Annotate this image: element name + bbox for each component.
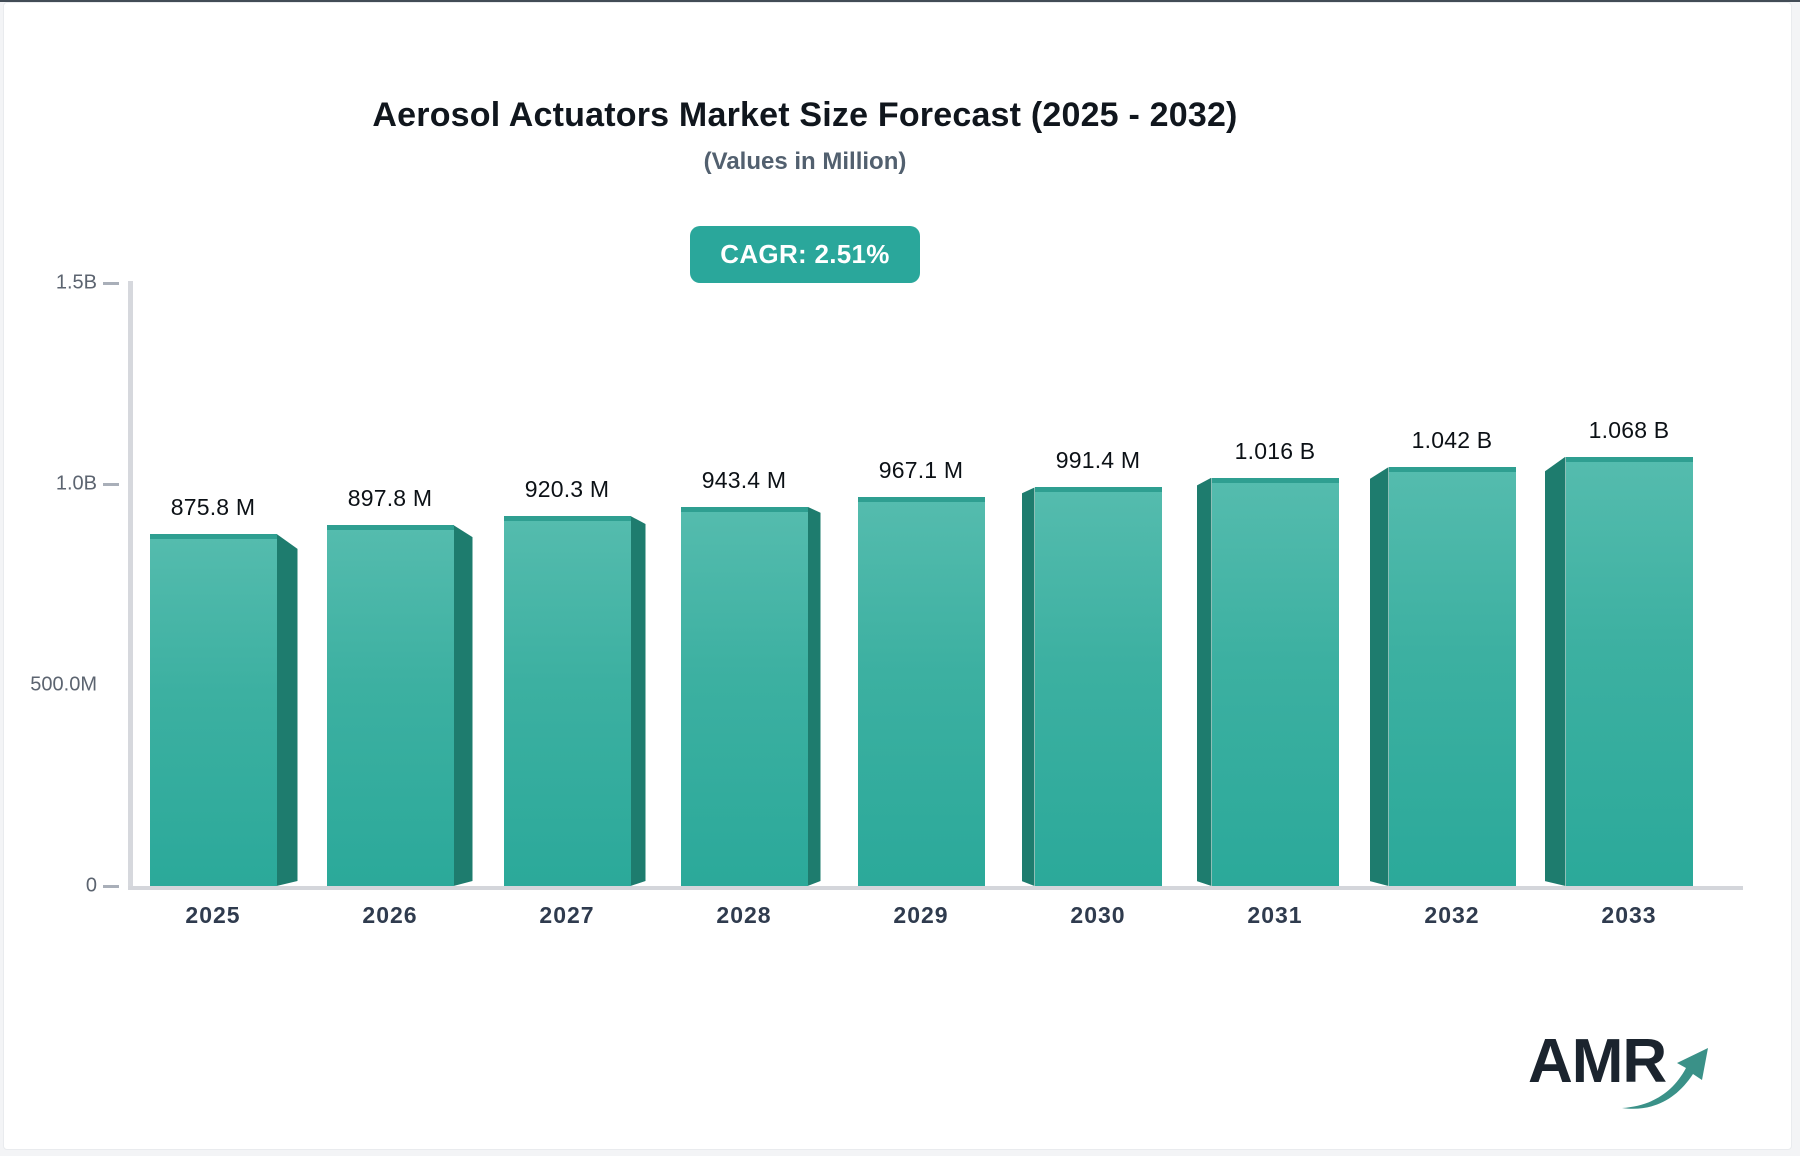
bar-value-label: 1.042 B [1411,427,1493,454]
amr-logo: AMR [1528,1027,1718,1109]
bar-value-label: 897.8 M [347,485,433,512]
bar-top-edge [1565,456,1693,462]
bar-2026 [326,525,454,886]
bar-2030 [1034,487,1162,886]
y-tick-label: 0 [85,874,97,897]
y-tick-label: 1.5B [55,271,97,294]
y-tick-mark [103,482,119,486]
bar-side-face [1022,487,1035,886]
bar-side-face [1197,478,1212,886]
bar-top-edge [149,533,277,539]
bar-top-edge [857,497,985,503]
bar-2031 [1211,477,1339,886]
x-axis-label-2028: 2028 [716,902,772,928]
bar-side-face [808,507,821,886]
x-axis-label-2025: 2025 [185,902,241,928]
bar-value-label: 920.3 M [524,476,610,503]
bar-side-face [1370,467,1389,886]
bar-2027 [503,516,631,886]
bar-value-label: 1.068 B [1588,416,1670,443]
chart-title: Aerosol Actuators Market Size Forecast (… [372,96,1238,134]
bar-2028 [680,506,808,886]
bar-top-edge [1388,467,1516,473]
y-tick-label: 500.0M [30,673,97,696]
bar-side-face [277,534,298,886]
bar-side-face [631,516,646,886]
bar-value-label: 1.016 B [1234,437,1316,464]
bar-value-label: 875.8 M [170,493,256,520]
y-tick-mark [103,884,119,888]
window-top-edge [0,0,1800,2]
cagr-badge-row: CAGR: 2.51% [0,226,1610,283]
x-axis-label-2032: 2032 [1424,902,1480,928]
bar-top-edge [1034,487,1162,493]
x-axis-label-2026: 2026 [362,902,418,928]
bar-top-edge [326,525,454,531]
y-axis-line [128,281,133,890]
y-tick-label: 1.0B [55,472,97,495]
bar-side-face [1545,457,1566,886]
bar-top-edge [680,506,808,512]
x-axis-line [128,886,1743,890]
x-axis-label-2029: 2029 [893,902,949,928]
amr-logo-text: AMR [1528,1027,1667,1096]
bar-top-edge [1211,477,1339,483]
bar-side-face [454,525,473,886]
bar-2025 [149,533,277,886]
trend-up-arrow-icon [1622,1048,1708,1109]
y-tick-mark [103,281,119,285]
x-axis-label-2030: 2030 [1070,902,1126,928]
bar-2033 [1565,456,1693,886]
x-axis-label-2033: 2033 [1601,902,1657,928]
x-axis-label-2027: 2027 [539,902,595,928]
bar-top-edge [503,516,631,522]
cagr-badge: CAGR: 2.51% [690,226,920,283]
bar-2029 [857,497,985,886]
bar-value-label: 991.4 M [1055,447,1141,474]
bar-2032 [1388,467,1516,886]
x-axis-label-2031: 2031 [1247,902,1303,928]
bar-value-label: 967.1 M [878,457,964,484]
bar-value-label: 943.4 M [701,466,787,493]
chart-subtitle: (Values in Million) [703,148,907,175]
